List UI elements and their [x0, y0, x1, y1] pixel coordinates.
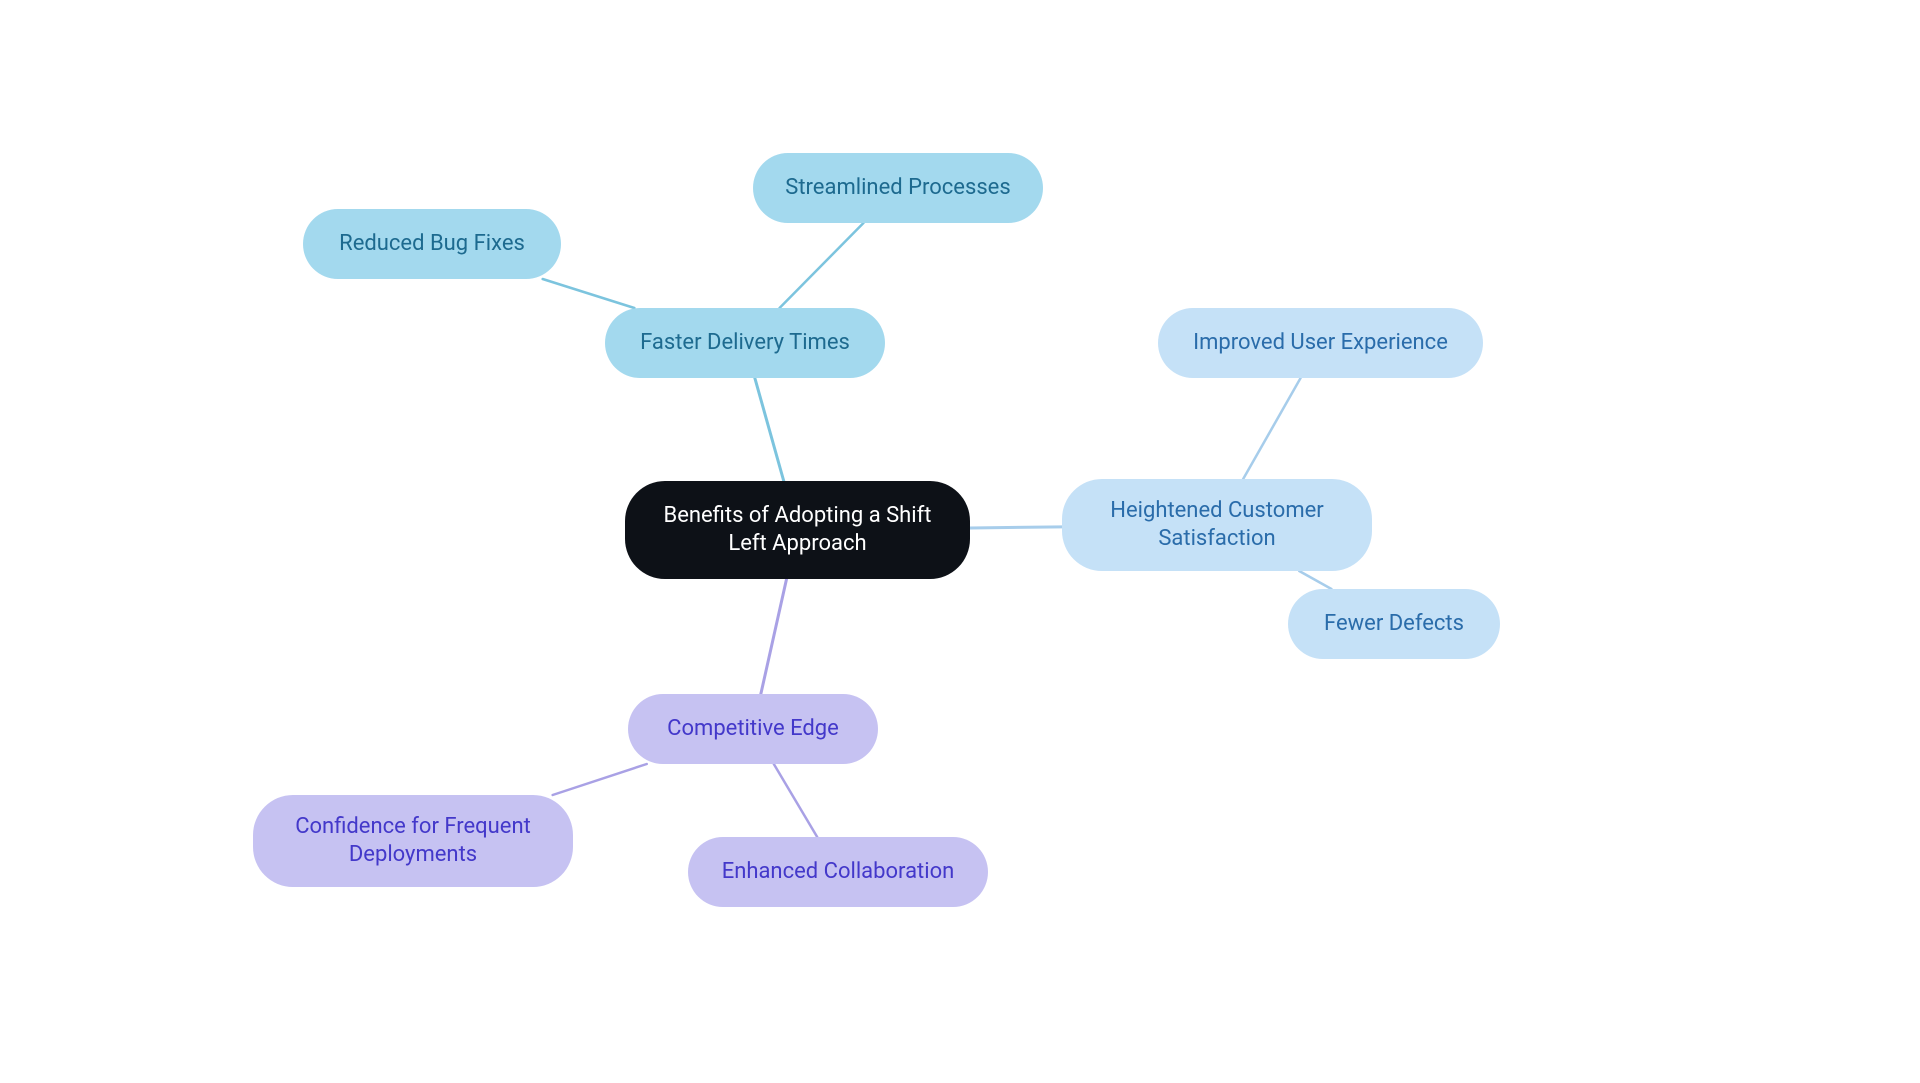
- node-competitive: Competitive Edge: [628, 694, 878, 764]
- edge: [780, 223, 864, 308]
- node-streamlined: Streamlined Processes: [753, 153, 1043, 223]
- node-label: Streamlined Processes: [785, 174, 1010, 202]
- edge: [774, 764, 817, 837]
- node-label: Improved User Experience: [1193, 329, 1448, 357]
- edge: [761, 579, 787, 694]
- edge: [1243, 378, 1300, 479]
- node-label: Reduced Bug Fixes: [339, 230, 525, 258]
- node-faster: Faster Delivery Times: [605, 308, 885, 378]
- node-enhanced: Enhanced Collaboration: [688, 837, 988, 907]
- node-label: Benefits of Adopting a Shift Left Approa…: [653, 502, 942, 557]
- node-label: Enhanced Collaboration: [722, 858, 955, 886]
- edge: [553, 764, 647, 795]
- node-label: Confidence for Frequent Deployments: [281, 813, 545, 868]
- node-improved: Improved User Experience: [1158, 308, 1483, 378]
- edge: [543, 279, 635, 308]
- node-label: Faster Delivery Times: [640, 329, 850, 357]
- node-label: Heightened Customer Satisfaction: [1090, 497, 1344, 552]
- node-label: Competitive Edge: [667, 715, 839, 743]
- edge: [970, 526, 1062, 527]
- node-fewer: Fewer Defects: [1288, 589, 1500, 659]
- node-confidence: Confidence for Frequent Deployments: [253, 795, 573, 887]
- edge: [755, 378, 784, 481]
- mindmap-diagram: Benefits of Adopting a Shift Left Approa…: [200, 125, 1720, 959]
- edge: [1299, 571, 1331, 589]
- node-label: Fewer Defects: [1324, 610, 1464, 638]
- node-reduced: Reduced Bug Fixes: [303, 209, 561, 279]
- node-root: Benefits of Adopting a Shift Left Approa…: [625, 481, 970, 579]
- node-heightened: Heightened Customer Satisfaction: [1062, 479, 1372, 571]
